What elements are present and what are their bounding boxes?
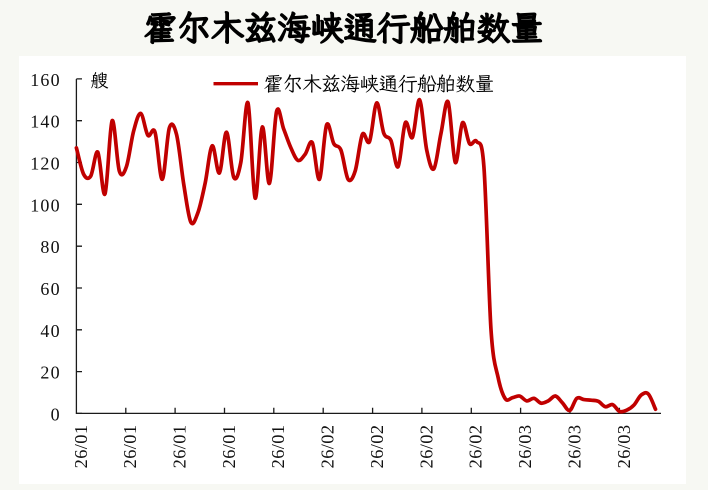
svg-text:26/01: 26/01 [120,425,140,469]
svg-text:26/01: 26/01 [71,425,91,469]
svg-text:26/02: 26/02 [416,425,436,469]
svg-text:40: 40 [40,321,60,341]
svg-text:120: 120 [30,154,61,174]
svg-text:26/03: 26/03 [564,425,584,469]
svg-text:26/02: 26/02 [367,425,387,469]
svg-text:100: 100 [30,195,61,215]
svg-text:0: 0 [51,404,61,424]
svg-text:20: 20 [40,363,60,383]
svg-text:26/01: 26/01 [170,425,190,469]
svg-text:26/02: 26/02 [466,425,486,469]
svg-text:140: 140 [30,112,61,132]
svg-text:26/01: 26/01 [268,425,288,469]
svg-text:26/02: 26/02 [318,425,338,469]
svg-text:26/01: 26/01 [219,425,239,469]
svg-text:80: 80 [40,237,60,257]
svg-text:60: 60 [40,279,60,299]
svg-text:160: 160 [30,70,61,90]
svg-text:26/03: 26/03 [614,425,634,469]
svg-text:26/03: 26/03 [515,425,535,469]
